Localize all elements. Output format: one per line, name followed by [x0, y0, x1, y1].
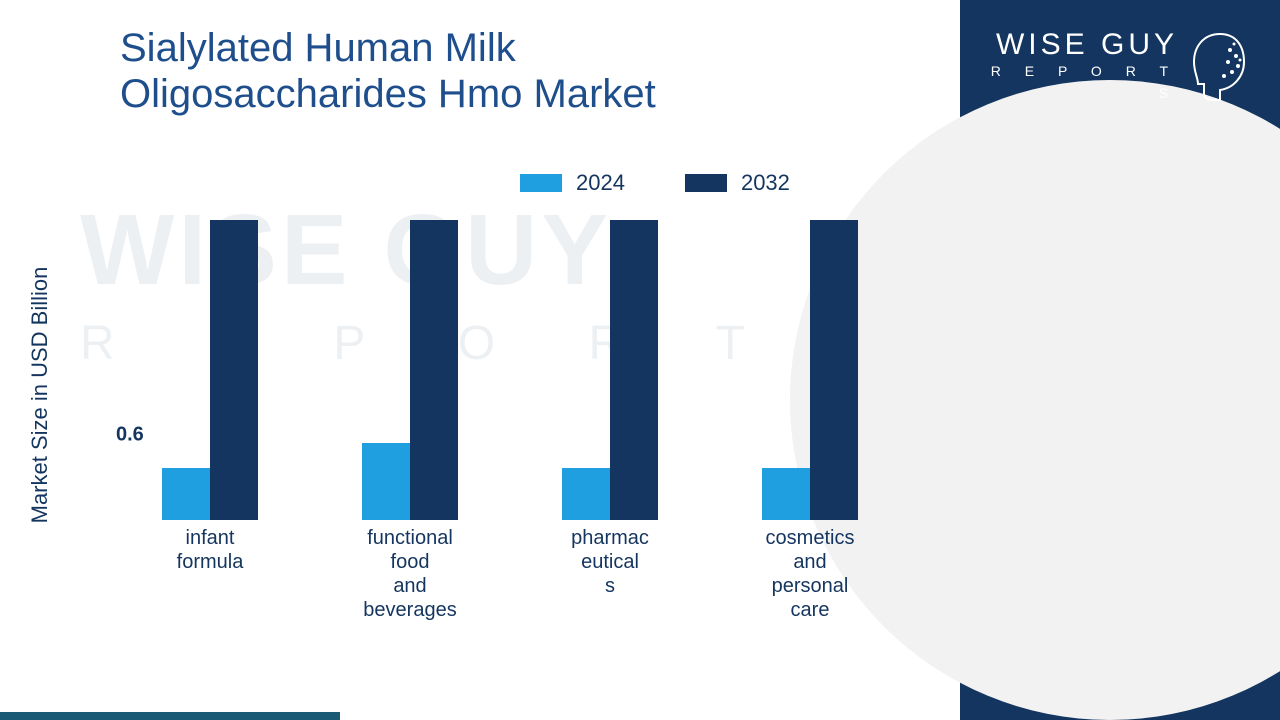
bar-2032 — [610, 220, 658, 520]
bar-2032 — [210, 220, 258, 520]
brand-line2: R E P O R T S — [990, 60, 1178, 105]
bar-group: functionalfoodandbeverages — [350, 220, 470, 520]
bar-group: cosmeticsandpersonalcare — [750, 220, 870, 520]
legend-swatch-2024 — [520, 174, 562, 192]
chart-canvas: WISE GUY R E P O R T S WISE GUY R E P O … — [0, 0, 1280, 720]
bar-2024 — [562, 468, 610, 520]
bar-2024 — [362, 443, 410, 521]
bar-chart: Market Size in USD Billion 0.6infantform… — [100, 210, 960, 580]
bar-2024 — [762, 468, 810, 520]
chart-title: Sialylated Human Milk Oligosaccharides H… — [120, 25, 760, 117]
bar-2024 — [162, 468, 210, 520]
bar-2032 — [410, 220, 458, 520]
brand-line1: WISE GUY — [996, 30, 1178, 60]
bottom-accent — [0, 712, 340, 720]
legend-item-2024: 2024 — [520, 170, 625, 196]
category-label: pharmaceuticals — [530, 520, 690, 598]
plot-area: 0.6infantformulafunctionalfoodandbeverag… — [130, 210, 960, 520]
bar-group: pharmaceuticals — [550, 220, 670, 520]
legend-label-2024: 2024 — [576, 170, 625, 196]
legend-label-2032: 2032 — [741, 170, 790, 196]
legend: 2024 2032 — [520, 170, 790, 196]
y-tick: 0.6 — [116, 424, 144, 447]
legend-swatch-2032 — [685, 174, 727, 192]
bar-group: infantformula — [150, 220, 270, 520]
y-axis-label: Market Size in USD Billion — [27, 267, 53, 524]
category-label: infantformula — [130, 520, 290, 574]
brand-text: WISE GUY R E P O R T S — [990, 30, 1178, 105]
legend-item-2032: 2032 — [685, 170, 790, 196]
bar-2032 — [810, 220, 858, 520]
category-label: cosmeticsandpersonalcare — [730, 520, 890, 622]
category-label: functionalfoodandbeverages — [330, 520, 490, 622]
brand-logo: WISE GUY R E P O R T S — [990, 30, 1250, 105]
brand-head-icon — [1190, 32, 1250, 102]
